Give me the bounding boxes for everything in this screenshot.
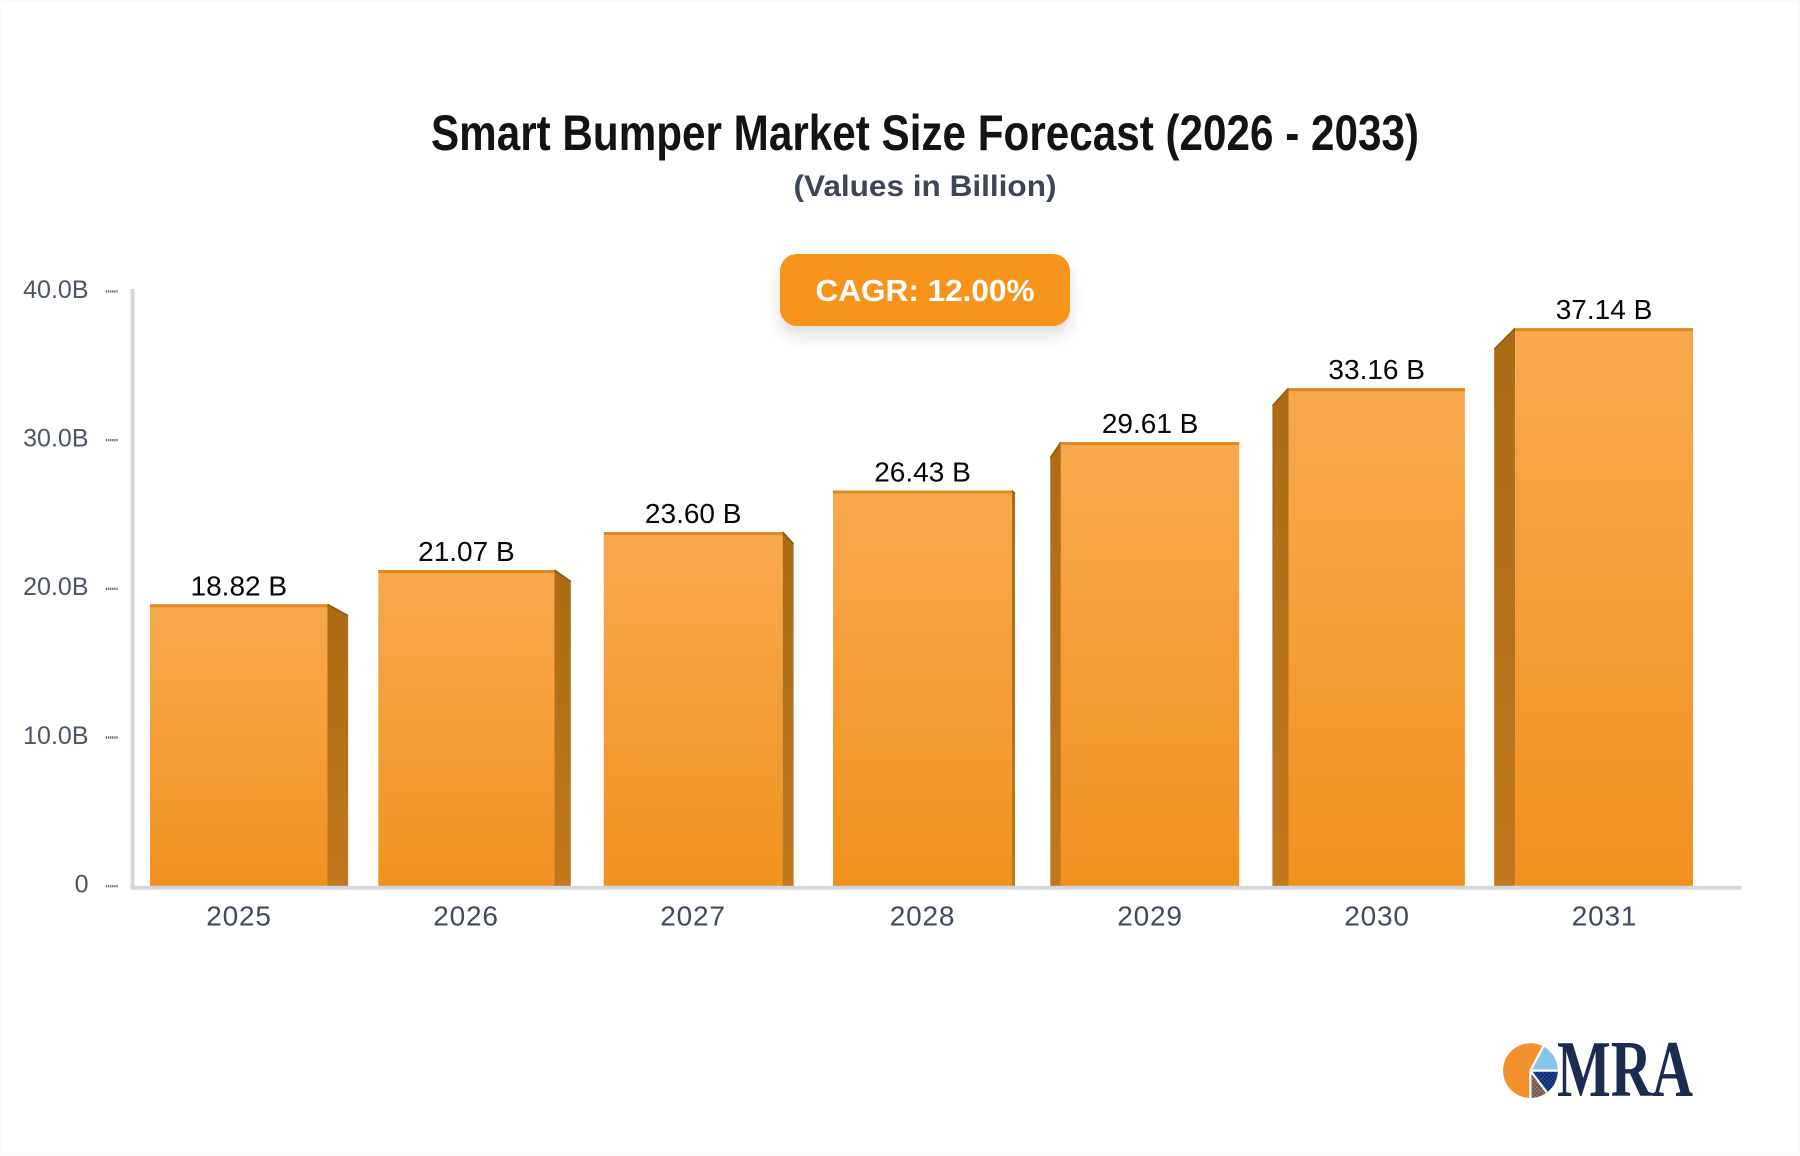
svg-text:Smart Bumper Market Size Forec: Smart Bumper Market Size Forecast (2026 … — [431, 105, 1419, 161]
svg-text:2031: 2031 — [1572, 901, 1638, 932]
svg-text:2027: 2027 — [660, 901, 726, 932]
svg-text:MRA: MRA — [1557, 1026, 1693, 1114]
svg-text:33.16 B: 33.16 B — [1328, 354, 1425, 385]
svg-text:21.07 B: 21.07 B — [418, 536, 515, 567]
svg-text:CAGR: 12.00%: CAGR: 12.00% — [816, 273, 1035, 308]
svg-text:2029: 2029 — [1117, 901, 1183, 932]
svg-text:2028: 2028 — [890, 901, 956, 932]
svg-text:37.14 B: 37.14 B — [1556, 294, 1653, 325]
svg-text:20.0B: 20.0B — [23, 573, 88, 601]
svg-text:18.82 B: 18.82 B — [191, 570, 288, 601]
svg-text:23.60 B: 23.60 B — [645, 498, 742, 529]
svg-text:29.61 B: 29.61 B — [1102, 408, 1199, 439]
svg-text:2030: 2030 — [1344, 901, 1410, 932]
svg-text:30.0B: 30.0B — [23, 425, 88, 453]
svg-text:26.43 B: 26.43 B — [874, 457, 971, 488]
svg-text:2026: 2026 — [433, 901, 499, 932]
svg-text:2025: 2025 — [206, 901, 272, 932]
svg-text:10.0B: 10.0B — [23, 722, 88, 750]
svg-text:0: 0 — [75, 871, 89, 899]
svg-text:40.0B: 40.0B — [23, 276, 88, 304]
svg-text:(Values in Billion): (Values in Billion) — [794, 170, 1057, 203]
